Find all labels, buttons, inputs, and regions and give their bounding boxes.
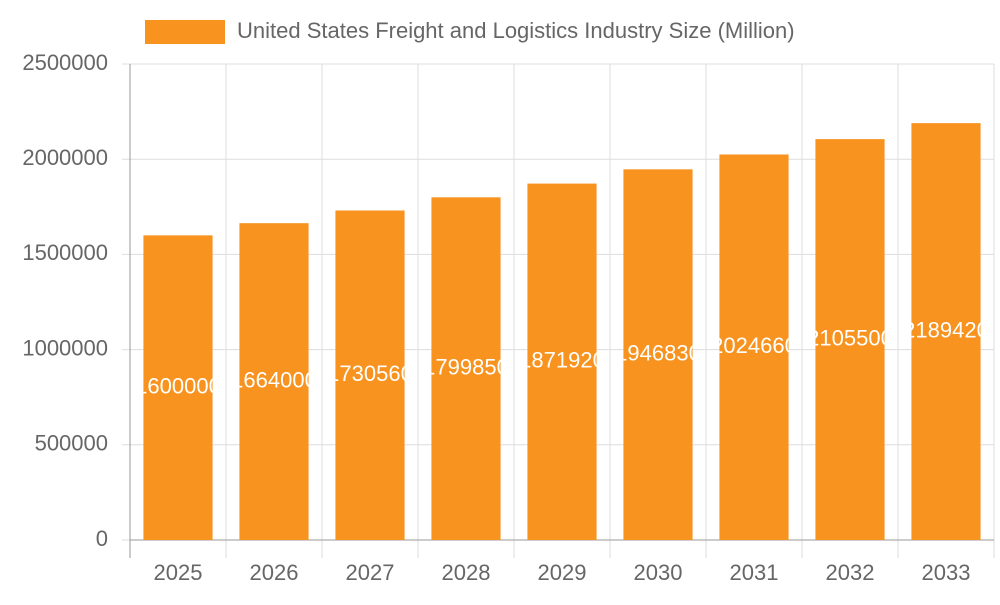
x-tick-label: 2025 xyxy=(154,560,203,585)
data-label: 2024660 xyxy=(711,333,797,358)
bar xyxy=(623,169,693,541)
data-label: 2189420 xyxy=(903,317,989,342)
y-tick-label: 0 xyxy=(96,526,108,551)
y-tick-label: 1000000 xyxy=(22,335,108,360)
bar xyxy=(527,183,597,540)
data-label: 1664000 xyxy=(231,367,317,392)
y-tick-label: 1500000 xyxy=(22,240,108,265)
x-tick-label: 2026 xyxy=(250,560,299,585)
bar xyxy=(239,223,309,541)
data-label: 1600000 xyxy=(135,373,221,398)
bar xyxy=(911,123,981,540)
data-label: 1871920 xyxy=(519,348,605,373)
y-tick-label: 500000 xyxy=(35,431,108,456)
data-label: 1799850 xyxy=(423,354,509,379)
x-tick-label: 2031 xyxy=(730,560,779,585)
y-tick-label: 2000000 xyxy=(22,145,108,170)
x-tick-label: 2030 xyxy=(634,560,683,585)
legend-label: United States Freight and Logistics Indu… xyxy=(237,18,795,43)
bar xyxy=(431,197,501,540)
bar xyxy=(143,235,213,541)
x-tick-label: 2029 xyxy=(538,560,587,585)
x-tick-label: 2033 xyxy=(922,560,971,585)
x-tick-label: 2027 xyxy=(346,560,395,585)
bar xyxy=(815,139,885,540)
y-tick-label: 2500000 xyxy=(22,50,108,75)
data-label: 1730560 xyxy=(327,361,413,386)
x-tick-label: 2028 xyxy=(442,560,491,585)
x-tick-label: 2032 xyxy=(826,560,875,585)
bar xyxy=(719,154,789,540)
bar xyxy=(335,210,405,540)
data-label: 1946830 xyxy=(615,340,701,365)
data-label: 2105500 xyxy=(807,325,893,350)
legend-swatch xyxy=(145,20,225,44)
